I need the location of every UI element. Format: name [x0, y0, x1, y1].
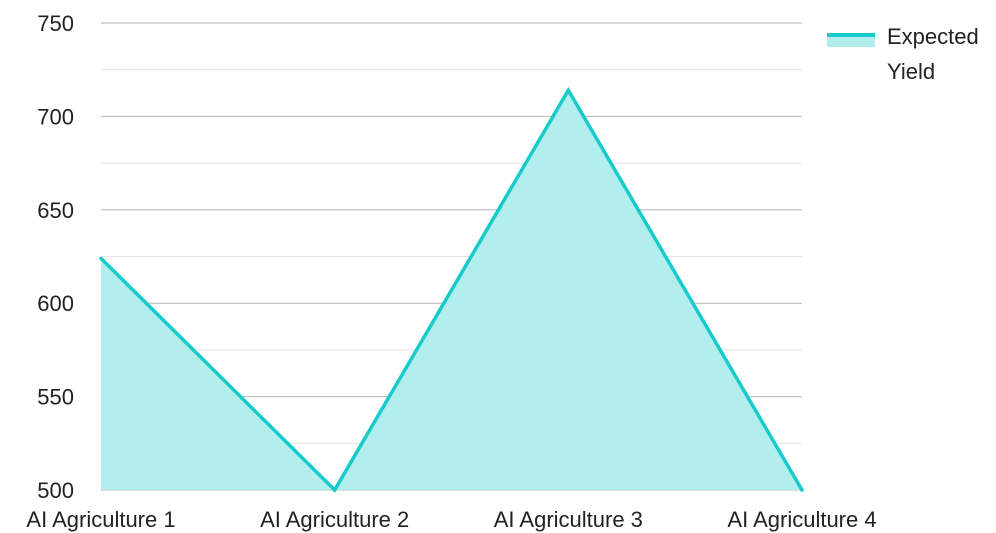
y-tick-label: 700	[37, 104, 74, 129]
y-tick-label: 500	[37, 478, 74, 503]
x-axis-tick-labels: AI Agriculture 1 AI Agriculture 2 AI Agric…	[26, 507, 876, 532]
y-tick-label: 650	[37, 198, 74, 223]
y-tick-label: 550	[37, 385, 74, 410]
x-tick-label: AI Agriculture 3	[494, 507, 643, 532]
legend-label-line-1: Expected	[887, 24, 979, 49]
data-point-2	[566, 88, 571, 93]
y-tick-label: 600	[37, 291, 74, 316]
legend-label-line-2: Yield	[887, 59, 935, 84]
data-point-0	[99, 256, 103, 261]
y-tick-label: 750	[37, 11, 74, 36]
y-axis-tick-labels: 500 550 600 650 700 750	[37, 11, 74, 503]
data-point-1	[332, 488, 337, 492]
legend: Expected Yield	[827, 24, 979, 84]
x-tick-label: AI Agriculture 2	[260, 507, 409, 532]
x-tick-label: AI Agriculture 4	[727, 507, 876, 532]
series-layer	[99, 86, 804, 493]
x-tick-label: AI Agriculture 1	[26, 507, 175, 532]
series-line-0	[99, 86, 804, 493]
data-point-3	[800, 488, 804, 492]
